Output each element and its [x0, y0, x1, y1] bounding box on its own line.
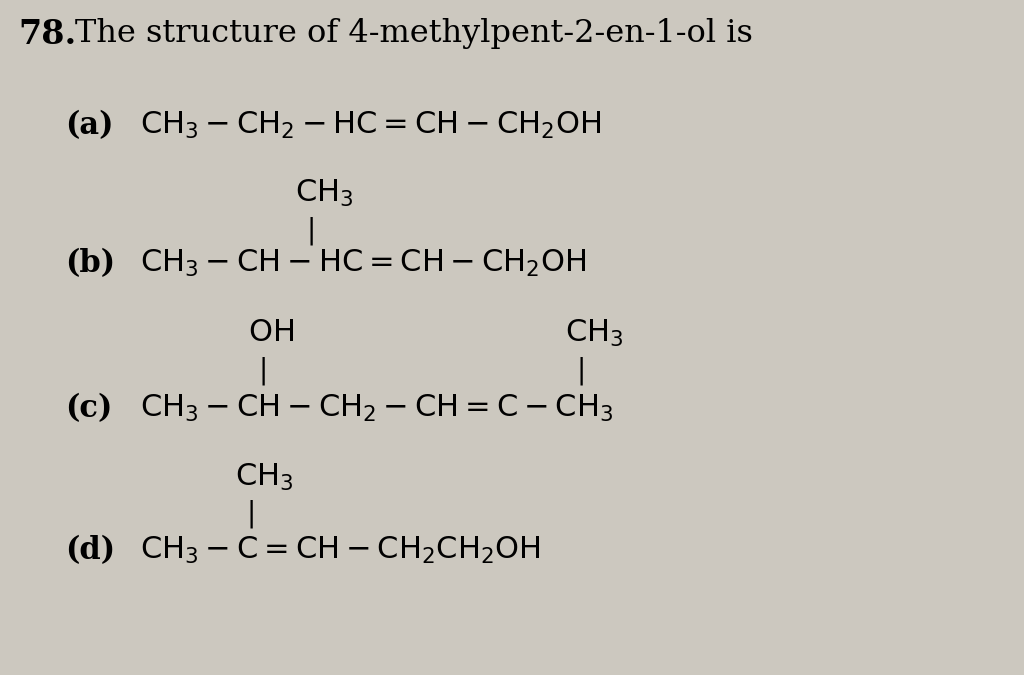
Text: $\mathrm{CH_3-CH-CH_2-CH=C-CH_3}$: $\mathrm{CH_3-CH-CH_2-CH=C-CH_3}$ — [140, 393, 613, 424]
Text: (d): (d) — [65, 535, 115, 566]
Text: $\mathrm{CH_3-CH-HC=CH-CH_2OH}$: $\mathrm{CH_3-CH-HC=CH-CH_2OH}$ — [140, 248, 587, 279]
Text: $|$: $|$ — [306, 215, 314, 247]
Text: $|$: $|$ — [258, 355, 266, 387]
Text: $\mathrm{CH_3}$: $\mathrm{CH_3}$ — [565, 318, 624, 349]
Text: $|$: $|$ — [577, 355, 584, 387]
Text: (c): (c) — [65, 393, 113, 424]
Text: $\mathrm{CH_3-CH_2-HC=CH-CH_2OH}$: $\mathrm{CH_3-CH_2-HC=CH-CH_2OH}$ — [140, 110, 601, 141]
Text: The structure of 4-methylpent-2-en-1-ol is: The structure of 4-methylpent-2-en-1-ol … — [75, 18, 753, 49]
Text: (a): (a) — [65, 110, 114, 141]
Text: $|$: $|$ — [246, 498, 254, 530]
Text: 78.: 78. — [18, 18, 76, 51]
Text: $\mathrm{CH_3-C=CH-CH_2CH_2OH}$: $\mathrm{CH_3-C=CH-CH_2CH_2OH}$ — [140, 535, 541, 566]
Text: $\mathrm{CH_3}$: $\mathrm{CH_3}$ — [234, 462, 294, 493]
Text: $\mathrm{CH_3}$: $\mathrm{CH_3}$ — [295, 178, 353, 209]
Text: $\mathrm{OH}$: $\mathrm{OH}$ — [248, 318, 294, 347]
Text: (b): (b) — [65, 248, 115, 279]
